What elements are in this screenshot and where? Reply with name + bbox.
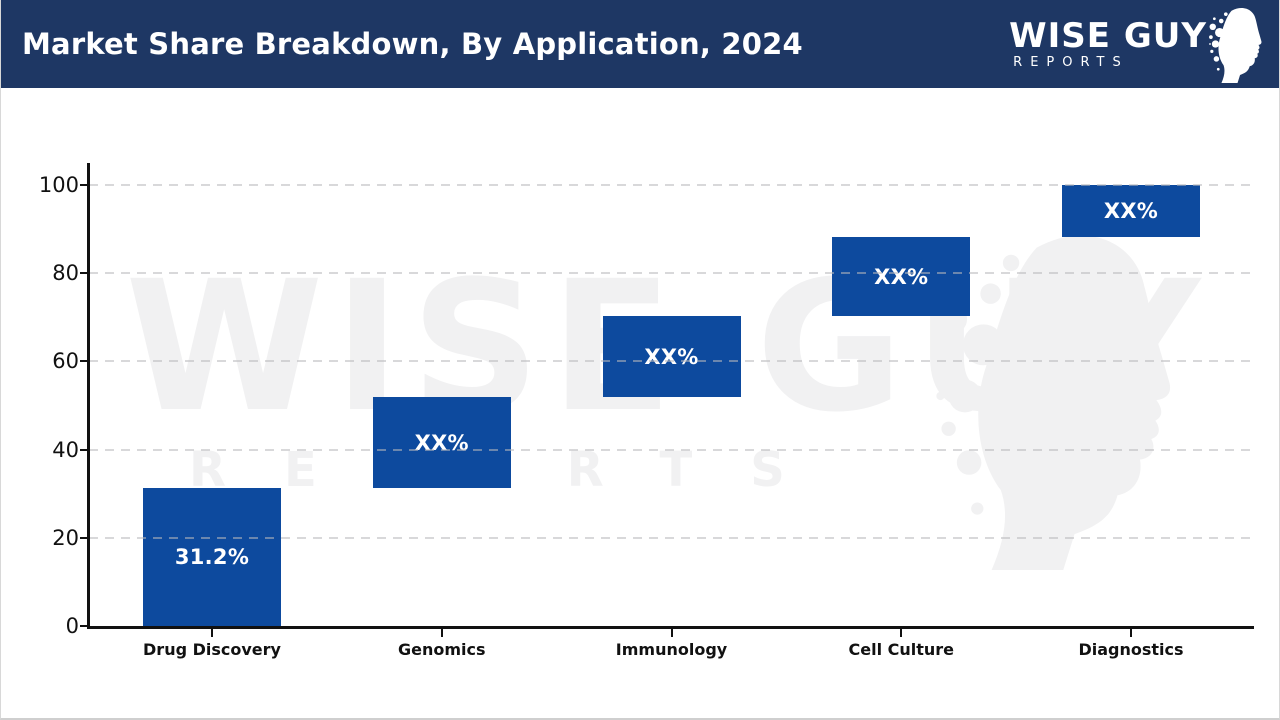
x-tick-mark-diagnostics bbox=[1130, 628, 1132, 637]
y-tick-label-20: 20 bbox=[52, 525, 79, 550]
x-tick-mark-drug-discovery bbox=[211, 628, 213, 637]
y-tick-label-80: 80 bbox=[52, 261, 79, 286]
y-tick-mark-60 bbox=[80, 360, 89, 363]
y-tick-mark-0 bbox=[80, 625, 89, 627]
page-title: Market Share Breakdown, By Application, … bbox=[22, 27, 803, 61]
gridline-y-40 bbox=[89, 448, 1254, 451]
bar-cell-culture: XX% bbox=[832, 236, 971, 317]
y-tick-label-60: 60 bbox=[52, 349, 79, 374]
x-tick-label-immunology: Immunology bbox=[615, 640, 728, 659]
x-tick-label-cell-culture: Cell Culture bbox=[848, 640, 955, 659]
y-tick-mark-80 bbox=[80, 272, 89, 275]
bar-drug-discovery: 31.2% bbox=[143, 488, 281, 626]
y-axis-line bbox=[87, 163, 90, 629]
x-tick-mark-genomics bbox=[440, 628, 443, 637]
brand-name: WISE GUY bbox=[1009, 16, 1207, 56]
bar-immunology: XX% bbox=[602, 316, 741, 397]
header-bar: Market Share Breakdown, By Application, … bbox=[1, 0, 1279, 88]
bar-value-label-diagnostics: XX% bbox=[1103, 198, 1159, 223]
x-axis-line bbox=[87, 626, 1254, 629]
gridline-y-80 bbox=[89, 272, 1254, 275]
bar-genomics: XX% bbox=[372, 396, 511, 489]
bar-value-label-cell-culture: XX% bbox=[874, 264, 929, 289]
brand-subtitle: REPORTS bbox=[1013, 55, 1129, 70]
gridline-y-100 bbox=[89, 184, 1254, 186]
x-tick-mark-immunology bbox=[670, 628, 673, 637]
gridline-y-60 bbox=[89, 360, 1254, 363]
bar-value-label-drug-discovery: 31.2% bbox=[174, 545, 250, 570]
x-tick-label-drug-discovery: Drug Discovery bbox=[143, 640, 281, 659]
bar-value-label-genomics: XX% bbox=[414, 430, 469, 455]
y-tick-mark-20 bbox=[80, 536, 89, 539]
brand-logo-text: WISE GUY REPORTS bbox=[1009, 19, 1207, 69]
brand-logo: WISE GUY REPORTS bbox=[1009, 5, 1267, 83]
x-tick-label-diagnostics: Diagnostics bbox=[1078, 640, 1184, 659]
y-tick-mark-40 bbox=[80, 448, 89, 451]
y-tick-label-0: 0 bbox=[65, 614, 79, 638]
y-tick-mark-100 bbox=[80, 184, 89, 186]
y-tick-label-40: 40 bbox=[52, 437, 79, 462]
chart-area: WISE GUY REPORTS 0 20 40 60 80 100 31.2% Drug D… bbox=[1, 88, 1279, 718]
y-tick-label-100: 100 bbox=[38, 173, 79, 197]
bar-diagnostics: XX% bbox=[1062, 185, 1200, 237]
watermark-subtext: REPORTS bbox=[189, 442, 843, 498]
gridline-y-20 bbox=[89, 536, 1254, 539]
x-tick-mark-cell-culture bbox=[900, 628, 903, 637]
brand-face-icon bbox=[1209, 8, 1262, 83]
x-tick-label-genomics: Genomics bbox=[397, 640, 486, 659]
watermark-face-icon bbox=[936, 235, 1171, 570]
bar-value-label-immunology: XX% bbox=[644, 344, 699, 369]
